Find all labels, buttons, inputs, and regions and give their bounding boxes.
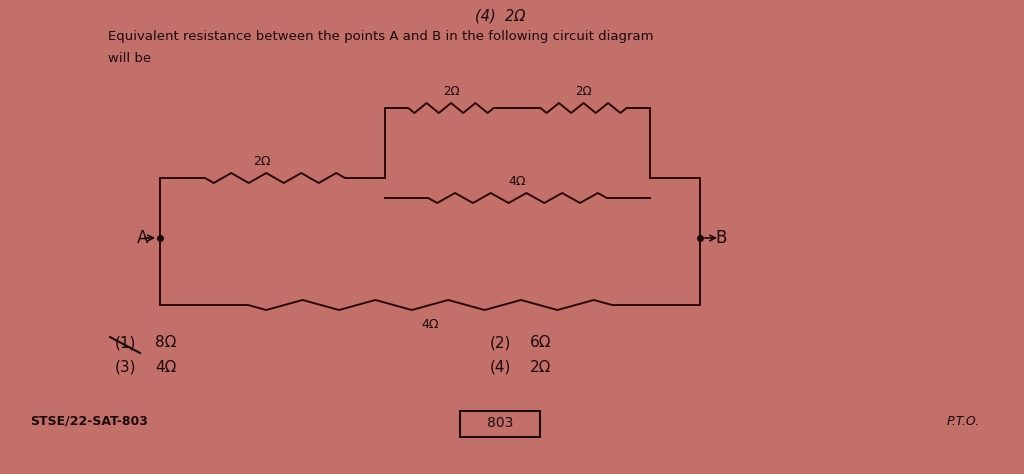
Text: (4)  2Ω: (4) 2Ω xyxy=(475,8,525,23)
Text: P.T.O.: P.T.O. xyxy=(947,415,980,428)
Text: 2Ω: 2Ω xyxy=(530,360,551,375)
Text: Equivalent resistance between the points A and B in the following circuit diagra: Equivalent resistance between the points… xyxy=(108,30,653,43)
Text: (3): (3) xyxy=(115,360,136,375)
Text: 4Ω: 4Ω xyxy=(421,318,438,331)
Text: 803: 803 xyxy=(486,416,513,430)
Text: B: B xyxy=(715,229,726,247)
Text: 4Ω: 4Ω xyxy=(508,175,525,188)
Text: 2Ω: 2Ω xyxy=(574,85,591,98)
Text: 2Ω: 2Ω xyxy=(253,155,270,168)
Text: 4Ω: 4Ω xyxy=(155,360,176,375)
Text: (4): (4) xyxy=(490,360,511,375)
Text: 8Ω: 8Ω xyxy=(155,335,176,350)
Text: 6Ω: 6Ω xyxy=(530,335,552,350)
Text: (1): (1) xyxy=(115,335,136,350)
Text: STSE/22-SAT-803: STSE/22-SAT-803 xyxy=(30,415,147,428)
Text: (2): (2) xyxy=(490,335,511,350)
Text: 2Ω: 2Ω xyxy=(442,85,460,98)
Bar xyxy=(460,411,540,437)
Text: A: A xyxy=(136,229,148,247)
Text: will be: will be xyxy=(108,52,152,65)
